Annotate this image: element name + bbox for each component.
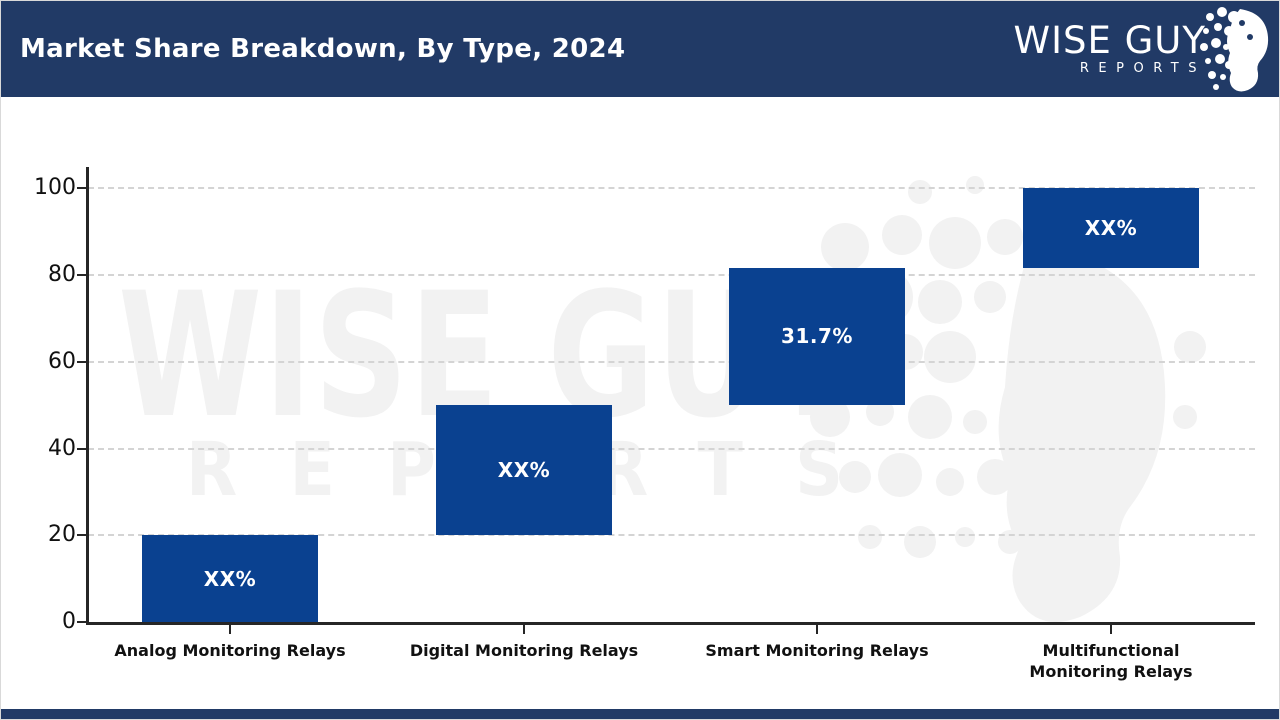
y-axis-line [86,167,89,625]
wiseguy-logo-text: WISE GUY REPORTS [1013,18,1206,76]
gridline-20 [88,534,1255,537]
x-axis-line [86,622,1255,625]
bar-analog-monitoring-relays: XX% [142,535,318,622]
y-tick-mark-60 [77,360,86,363]
y-tick-mark-100 [77,187,86,190]
chart-title: Market Share Breakdown, By Type, 2024 [20,33,626,64]
y-tick-label-40: 40 [48,435,76,461]
x-tick-mark-smart-monitoring-relays [816,625,818,634]
y-tick-label-100: 100 [34,175,76,201]
x-category-label-smart-monitoring-relays: Smart Monitoring Relays [705,641,929,660]
y-tick-label-20: 20 [48,522,76,548]
y-tick-label-60: 60 [48,348,76,374]
y-tick-mark-0 [77,621,86,623]
wiseguy-logo-name: WISE GUY [1013,18,1206,62]
bar-value-label-smart-monitoring-relays: 31.7% [781,324,853,349]
wiseguy-logo: WISE GUY REPORTS [1014,3,1274,95]
bar-value-label-digital-monitoring-relays: XX% [497,458,551,483]
wiseguy-face-icon [1200,6,1269,91]
gridline-40 [88,447,1255,450]
bar-smart-monitoring-relays: 31.7% [729,267,905,406]
x-category-label-digital-monitoring-relays: Digital Monitoring Relays [409,641,639,660]
wiseguy-logo-subtitle: REPORTS [1079,60,1206,76]
x-tick-mark-digital-monitoring-relays [523,625,525,634]
gridline-100 [88,187,1255,190]
bar-digital-monitoring-relays: XX% [436,405,612,536]
x-category-label-multifunctional-monitoring-relays: Multifunctional Monitoring Relays [1029,641,1193,681]
gridline-60 [88,360,1255,363]
bar-multifunctional-monitoring-relays: XX% [1023,188,1199,268]
x-category-label-analog-monitoring-relays: Analog Monitoring Relays [114,641,346,660]
x-tick-mark-multifunctional-monitoring-relays [1110,625,1112,634]
y-tick-mark-20 [77,534,86,537]
gridline-80 [88,274,1255,277]
y-tick-label-0: 0 [62,609,76,634]
bar-value-label-analog-monitoring-relays: XX% [203,566,257,591]
footer-bar [0,709,1280,720]
y-tick-mark-80 [77,274,86,277]
y-tick-mark-40 [77,447,86,450]
header-bar: Market Share Breakdown, By Type, 2024 WI… [0,0,1280,97]
bar-value-label-multifunctional-monitoring-relays: XX% [1084,216,1138,241]
y-tick-label-80: 80 [48,262,76,288]
x-tick-mark-analog-monitoring-relays [229,625,231,634]
